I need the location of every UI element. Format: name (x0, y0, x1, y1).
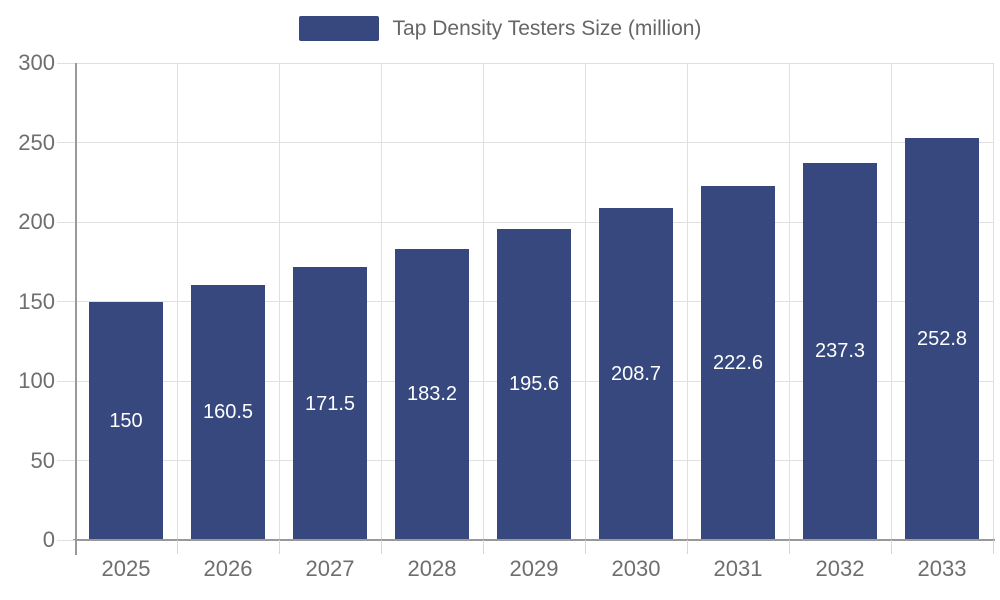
x-axis-tick (278, 540, 280, 554)
gridline-vertical (482, 63, 484, 540)
x-axis-tick (890, 540, 892, 554)
y-axis-tick (57, 539, 75, 541)
bar-2032[interactable]: 237.3 (803, 162, 877, 540)
legend-label: Tap Density Testers Size (million) (392, 16, 702, 40)
y-axis-tick-label: 200 (18, 209, 55, 234)
bar-value-label: 195.6 (508, 373, 560, 396)
x-axis-category-label: 2032 (815, 556, 865, 581)
x-axis-category-label: 2026 (203, 556, 253, 581)
x-axis-category-label: 2029 (509, 556, 559, 581)
y-axis-tick (57, 221, 75, 223)
legend[interactable]: Tap Density Testers Size (million) (0, 16, 1000, 41)
bar-value-label: 208.7 (610, 363, 662, 386)
gridline-vertical (278, 63, 280, 540)
x-axis-line (73, 539, 995, 541)
y-axis-tick (57, 380, 75, 382)
x-axis-tick (176, 540, 178, 554)
x-axis-category-label: 2031 (713, 556, 763, 581)
y-axis-tick (57, 142, 75, 143)
x-axis-category-label: 2027 (305, 556, 355, 581)
bar-2033[interactable]: 252.8 (905, 138, 979, 540)
x-axis-tick (686, 540, 688, 554)
gridline-vertical (380, 63, 382, 540)
y-axis-line (75, 63, 77, 555)
y-axis-tick (57, 62, 75, 64)
y-axis-tick-label: 50 (30, 447, 55, 473)
x-axis-category-label: 2025 (101, 556, 151, 581)
x-axis-tick (584, 540, 586, 554)
x-axis-tick (482, 540, 484, 554)
plot-area: 150 160.5 171.5 183.2 195.6 208.7 222.6 237.3 25… (75, 62, 994, 540)
y-axis-tick (57, 301, 75, 302)
bar-2027[interactable]: 171.5 (293, 267, 367, 540)
bar-2030[interactable]: 208.7 (599, 208, 673, 540)
y-axis-tick-label: 300 (18, 50, 55, 75)
y-axis-tick-label: 250 (18, 129, 55, 155)
x-axis-tick (380, 540, 382, 554)
x-axis-category-label: 2033 (917, 556, 967, 581)
x-axis-category-label: 2028 (407, 556, 457, 581)
bar-2031[interactable]: 222.6 (701, 186, 775, 540)
gridline-horizontal (75, 142, 993, 143)
x-axis-tick (992, 540, 994, 554)
y-axis-tick-label: 150 (18, 288, 55, 314)
gridline-vertical (686, 63, 688, 540)
bar-2028[interactable]: 183.2 (395, 248, 469, 540)
bar-value-label: 237.3 (814, 340, 866, 363)
bar-2026[interactable]: 160.5 (191, 284, 265, 540)
y-axis-tick-label: 100 (18, 368, 55, 393)
x-axis-category-label: 2030 (611, 556, 661, 581)
gridline-vertical (992, 63, 994, 540)
bar-value-label: 160.5 (202, 401, 254, 424)
gridline-horizontal (75, 62, 993, 64)
gridline-vertical (176, 63, 178, 540)
bar-2029[interactable]: 195.6 (497, 228, 571, 540)
x-axis-tick (788, 540, 790, 554)
gridline-vertical (890, 63, 892, 540)
gridline-horizontal (75, 221, 993, 223)
y-axis-tick (57, 460, 75, 461)
y-axis-tick-label: 0 (42, 527, 55, 552)
bar-value-label: 150 (109, 409, 143, 432)
bar-value-label: 183.2 (406, 383, 458, 406)
bar-value-label: 222.6 (712, 352, 764, 375)
gridline-vertical (584, 63, 586, 540)
legend-swatch (298, 16, 379, 41)
bar-value-label: 171.5 (304, 392, 356, 415)
bar-value-label: 252.8 (916, 328, 968, 351)
gridline-vertical (788, 63, 790, 540)
bar-2025[interactable]: 150 (89, 301, 163, 540)
